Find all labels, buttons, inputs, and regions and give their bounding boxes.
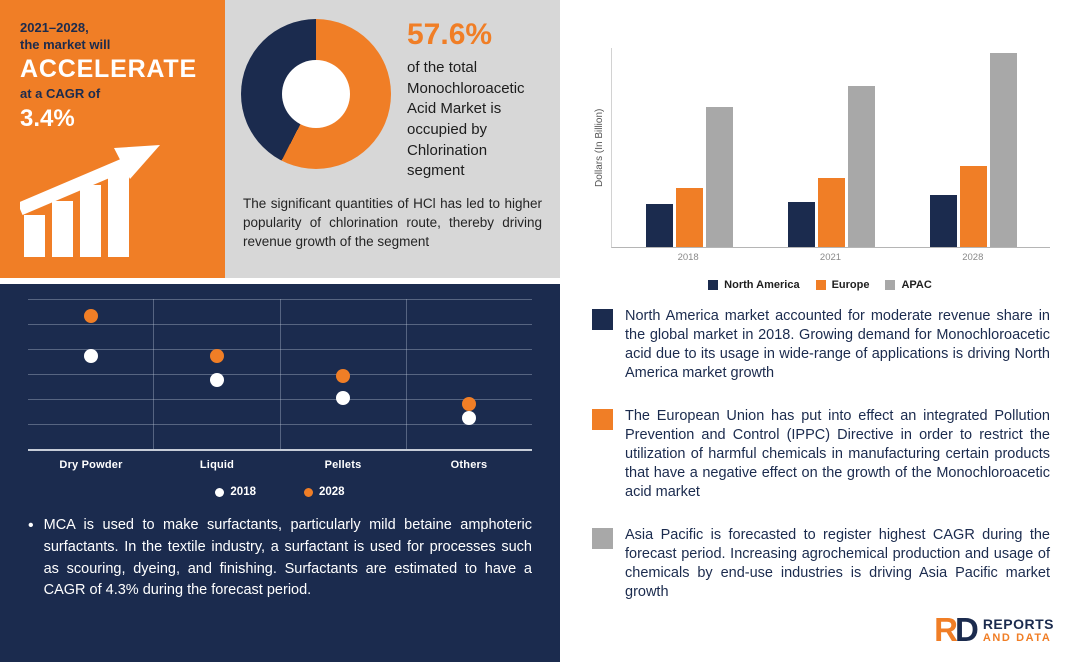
cagr-value: 3.4% (20, 104, 75, 132)
legend-label: Europe (831, 279, 870, 291)
legend-label: APAC (901, 279, 932, 291)
bar-north-america (645, 204, 673, 247)
region-bullets: North America market accounted for moder… (560, 291, 1080, 602)
dot-2028 (83, 308, 98, 323)
legend-swatch (815, 280, 826, 290)
bar-apac (705, 107, 733, 247)
legend-swatch (304, 487, 313, 497)
legend-swatch (708, 280, 719, 290)
asia-pacific-text: Asia Pacific is forecasted to register h… (625, 527, 1050, 600)
bar-europe (817, 178, 845, 247)
dot-column (28, 299, 155, 449)
dot-2028 (336, 368, 351, 383)
logo-line2: AND DATA (982, 631, 1052, 644)
chlorination-panel: 57.6% of the total Monochloroacetic Acid… (225, 0, 560, 278)
dot-column (154, 299, 281, 449)
bar-plot (611, 48, 1050, 248)
bar-north-america (787, 202, 815, 247)
dot-column (281, 299, 407, 449)
bar-plot-xlabels: 2018 2021 2028 (611, 252, 1050, 263)
dot-2018 (336, 391, 351, 405)
legend-label: 2018 (230, 486, 256, 498)
logo-text: REPORTS AND DATA (983, 616, 1054, 644)
y-axis-label: Dollars (In Billion) (594, 108, 605, 188)
x-tick-label: Others (450, 459, 488, 471)
forecast-period: 2021–2028, (20, 20, 89, 35)
legend-label: 2028 (319, 486, 345, 498)
legend-item: 2018 (215, 486, 256, 498)
asia-pacific-bullet: Asia Pacific is forecasted to register h… (592, 526, 1050, 602)
legend-item: Europe (815, 279, 870, 291)
bar-europe (675, 187, 703, 247)
legend-label: North America (724, 279, 800, 291)
dot-2028 (209, 349, 224, 363)
europe-text: The European Union has put into effect a… (625, 408, 1050, 500)
bar-europe (959, 166, 987, 247)
chlorination-note: The significant quantities of HCl has le… (243, 196, 542, 250)
right-column: Dollars (In Billion) 2018 2021 2028 North … (560, 0, 1080, 662)
europe-bullet: The European Union has put into effect a… (592, 407, 1050, 502)
bar-north-america (929, 194, 957, 247)
donut-chart (241, 19, 391, 169)
legend-item: APAC (885, 279, 932, 291)
dot-2018 (83, 349, 98, 363)
reports-and-data-logo: RD REPORTS AND DATA (934, 613, 1054, 646)
dot-2018 (209, 373, 224, 387)
accelerate-panel: 2021–2028, the market will ACCELERATE at… (0, 0, 225, 278)
x-tick-label: Dry Powder (59, 459, 123, 471)
bar-group (645, 48, 733, 247)
legend-item: 2028 (304, 486, 345, 498)
legend-swatch (885, 280, 896, 290)
chlorination-stat: 57.6% of the total Monochloroacetic Acid… (407, 14, 544, 182)
dot-plot-legend: 2018 2028 (28, 486, 532, 498)
market-will-text: the market will (20, 36, 111, 52)
x-tick-label: 2021 (819, 252, 842, 263)
mca-bullet-text: MCA is used to make surfactants, particu… (43, 517, 532, 599)
chlorination-share-percent: 57.6% (407, 18, 493, 51)
logo-line1: REPORTS (982, 615, 1054, 632)
dot-column (407, 299, 532, 449)
bar-apac (847, 85, 875, 247)
mca-bullet: • MCA is used to make surfactants, parti… (28, 515, 532, 602)
legend-item: North America (708, 279, 800, 291)
dot-plot (28, 299, 532, 451)
bar-group (929, 48, 1017, 247)
bar-group (787, 48, 875, 247)
logo-mark-icon: RD (934, 611, 979, 648)
top-row: 2021–2028, the market will ACCELERATE at… (0, 0, 560, 278)
x-tick-label: 2028 (962, 252, 984, 263)
dot-2018 (462, 410, 477, 425)
europe-marker (592, 409, 613, 430)
asia-pacific-marker (592, 528, 613, 549)
x-tick-label: Liquid (199, 459, 235, 471)
bar-plot-column: 2018 2021 2028 (611, 48, 1050, 263)
bar-apac (989, 52, 1017, 247)
regional-bar-chart: Dollars (In Billion) 2018 2021 2028 (560, 0, 1080, 263)
chlorination-share-description: of the total Monochloroacetic Acid Marke… (407, 59, 525, 180)
bullet-marker: • (28, 517, 34, 534)
x-tick-label: 2018 (677, 252, 699, 263)
bar-chart-legend: North America Europe APAC (560, 279, 1080, 291)
legend-swatch (215, 487, 225, 497)
north-america-bullet: North America market accounted for moder… (592, 307, 1050, 383)
dot-2028 (462, 397, 477, 411)
form-segment-panel: Dry Powder Liquid Pellets Others 2018 2028 •… (0, 284, 560, 662)
accelerate-headline: ACCELERATE (20, 54, 197, 83)
cagr-label: at a CAGR of (20, 85, 101, 101)
dot-plot-xlabels: Dry Powder Liquid Pellets Others (28, 459, 532, 471)
donut-row: 57.6% of the total Monochloroacetic Acid… (241, 14, 544, 182)
x-tick-label: Pellets (324, 459, 362, 471)
growth-arrow-bar-chart-icon (17, 144, 207, 262)
north-america-marker (592, 309, 613, 330)
north-america-text: North America market accounted for moder… (625, 308, 1050, 381)
left-column: 2021–2028, the market will ACCELERATE at… (0, 0, 560, 662)
